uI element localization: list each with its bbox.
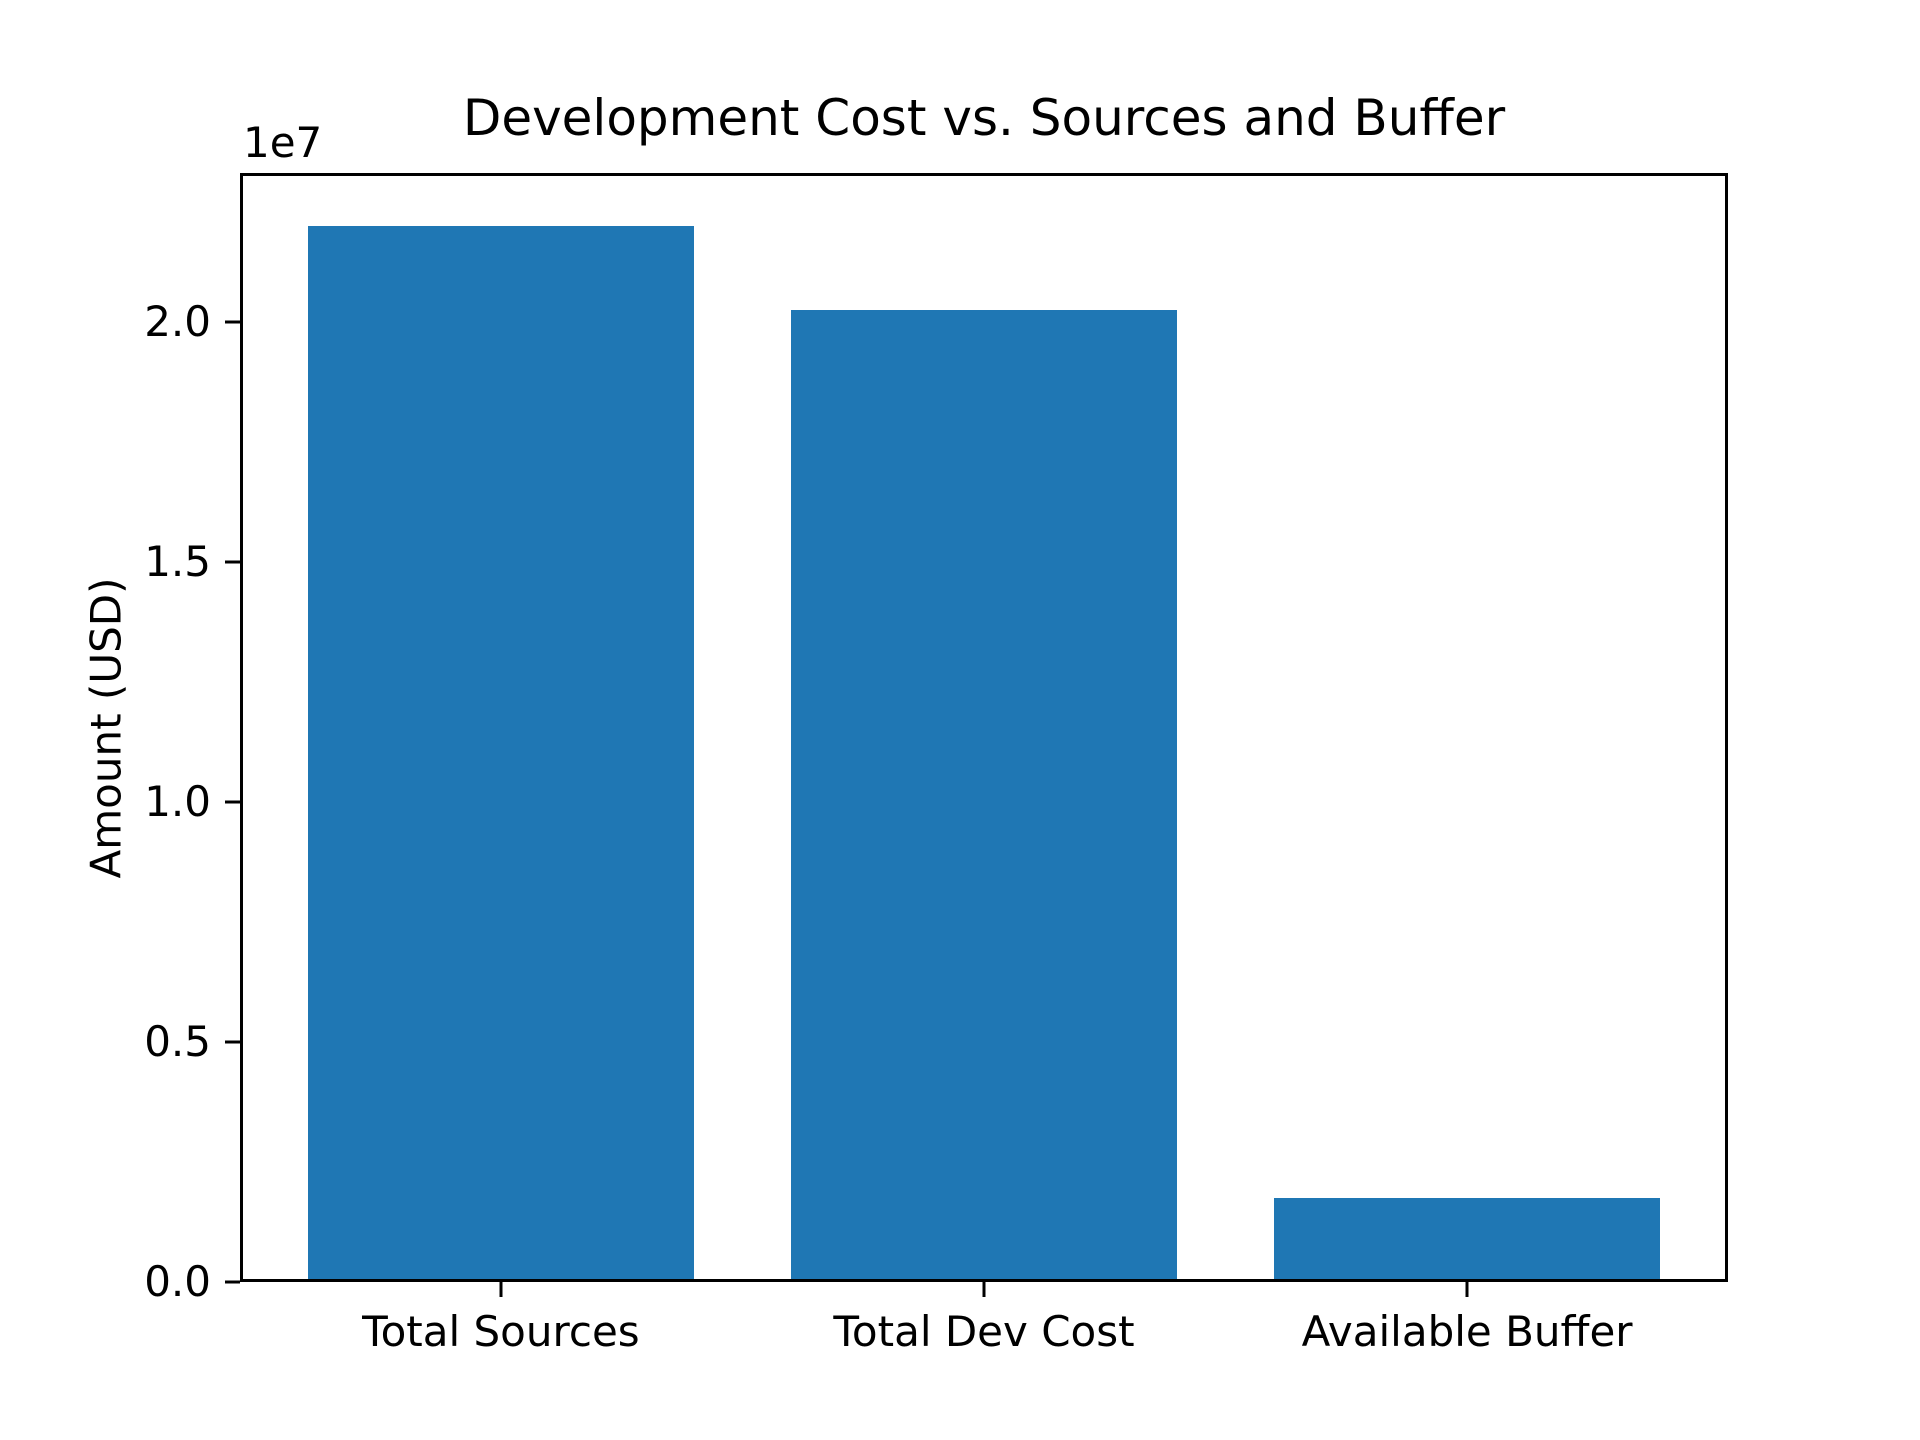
chart-title: Development Cost vs. Sources and Buffer: [462, 89, 1506, 147]
y-tick-mark: [225, 800, 240, 804]
y-tick-mark: [225, 560, 240, 564]
y-tick-label: 0.5: [144, 1016, 211, 1066]
x-tick-mark: [1465, 1282, 1469, 1297]
x-tick-label: Available Buffer: [1301, 1307, 1633, 1356]
y-tick-label: 1.5: [144, 536, 211, 586]
bar-total-sources: [307, 225, 695, 1282]
x-tick-mark: [499, 1282, 503, 1297]
x-tick-label: Total Sources: [362, 1307, 640, 1356]
y-tick-mark: [225, 1040, 240, 1044]
bar-total-dev-cost: [790, 309, 1178, 1282]
y-axis-offset-text: 1e7: [243, 118, 323, 167]
y-axis-label: Amount (USD): [81, 577, 131, 878]
x-tick-mark: [982, 1282, 986, 1297]
y-tick-label: 0.0: [144, 1257, 211, 1306]
y-tick-mark: [225, 320, 240, 324]
y-tick-label: 1.0: [144, 776, 211, 826]
y-tick-label: 2.0: [144, 296, 211, 346]
plot-area: Total Sources Total Dev Cost Available Buf…: [144, 173, 1728, 1355]
x-tick-label: Total Dev Cost: [833, 1307, 1135, 1356]
bar-available-buffer: [1273, 1198, 1661, 1282]
y-tick-mark: [225, 1280, 240, 1284]
